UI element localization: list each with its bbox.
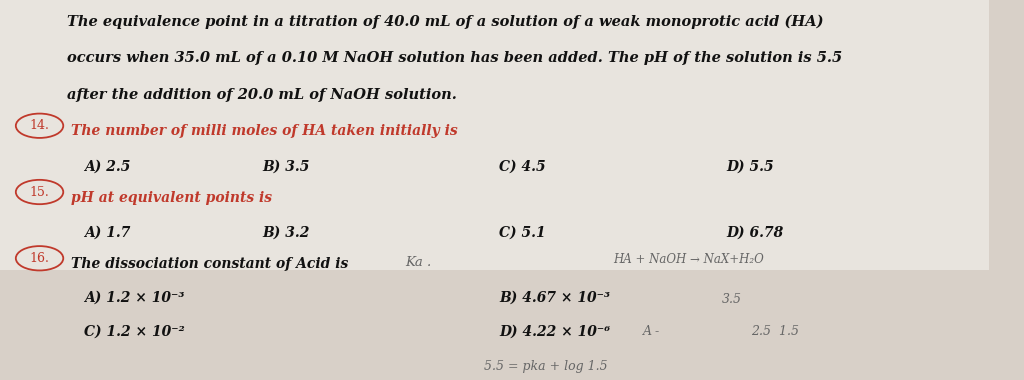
Text: pH at equivalent points is: pH at equivalent points is	[72, 191, 272, 205]
Text: B) 3.5: B) 3.5	[262, 160, 309, 174]
Text: D) 6.78: D) 6.78	[727, 226, 783, 240]
Text: after the addition of 20.0 mL of NaOH solution.: after the addition of 20.0 mL of NaOH so…	[68, 88, 457, 102]
Text: 2.5  1.5: 2.5 1.5	[752, 325, 800, 337]
Text: A) 2.5: A) 2.5	[84, 160, 130, 174]
Text: 3.5: 3.5	[722, 293, 741, 306]
Text: 16.: 16.	[30, 252, 49, 265]
Text: C) 4.5: C) 4.5	[499, 160, 546, 174]
Text: B) 3.2: B) 3.2	[262, 226, 309, 240]
Text: B) 4.67 × 10⁻³: B) 4.67 × 10⁻³	[499, 291, 610, 305]
Text: occurs when 35.0 mL of a 0.10 M NaOH solution has been added. The pH of the solu: occurs when 35.0 mL of a 0.10 M NaOH sol…	[68, 51, 843, 65]
Text: D) 5.5: D) 5.5	[727, 160, 774, 174]
FancyBboxPatch shape	[0, 0, 988, 271]
Text: 15.: 15.	[30, 185, 49, 198]
Text: The dissociation constant of Acid is: The dissociation constant of Acid is	[72, 257, 348, 271]
Text: 14.: 14.	[30, 119, 49, 132]
Text: A -: A -	[642, 325, 659, 337]
Text: A) 1.7: A) 1.7	[84, 226, 130, 240]
Text: A) 1.2 × 10⁻³: A) 1.2 × 10⁻³	[84, 291, 184, 305]
Text: 5.5 = pka + log 1.5: 5.5 = pka + log 1.5	[484, 360, 608, 373]
Text: Ka .: Ka .	[406, 256, 431, 269]
Text: The number of milli moles of HA taken initially is: The number of milli moles of HA taken in…	[72, 124, 458, 138]
Text: HA + NaOH → NaX+H₂O: HA + NaOH → NaX+H₂O	[613, 253, 764, 266]
Text: The equivalence point in a titration of 40.0 mL of a solution of a weak monoprot: The equivalence point in a titration of …	[68, 15, 823, 29]
Text: C) 5.1: C) 5.1	[499, 226, 546, 240]
Text: D) 4.22 × 10⁻⁶: D) 4.22 × 10⁻⁶	[499, 325, 610, 339]
Text: C) 1.2 × 10⁻²: C) 1.2 × 10⁻²	[84, 325, 184, 339]
